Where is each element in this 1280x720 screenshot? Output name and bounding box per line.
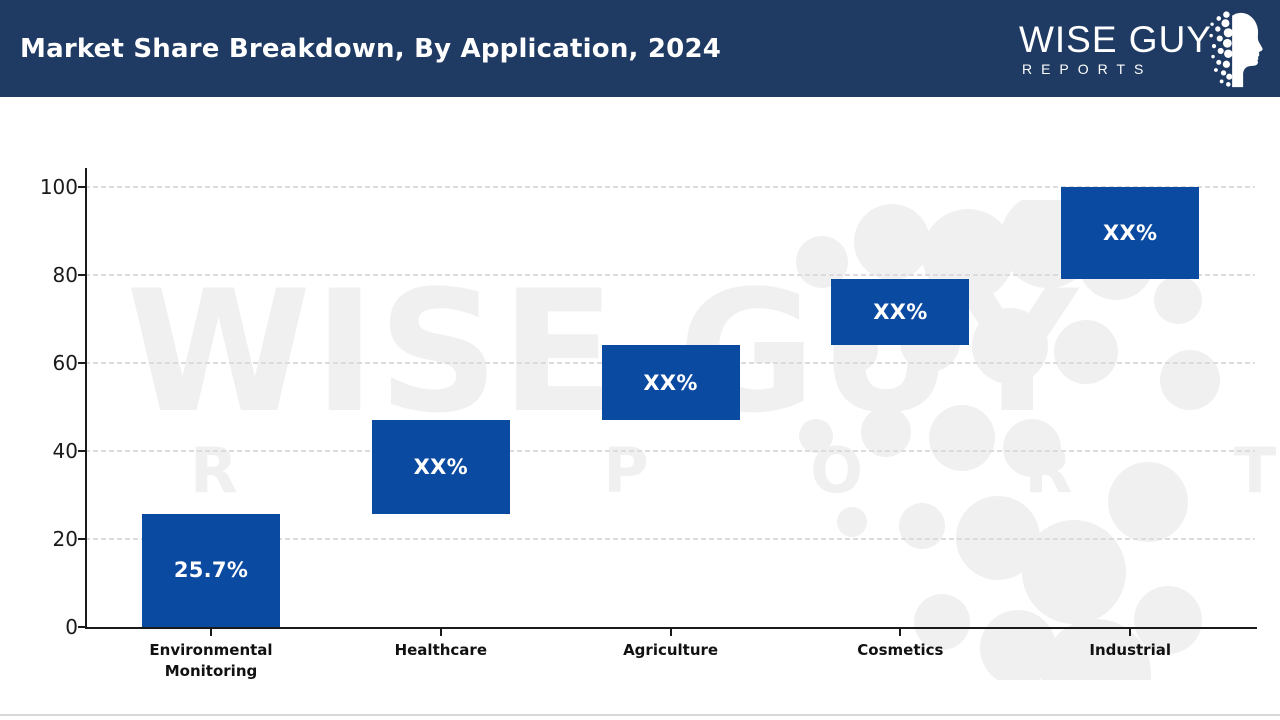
gridline — [85, 537, 1255, 540]
brand-logo-text: WISE GUY REPORTS — [1019, 21, 1212, 76]
y-axis-tick-label: 80 — [52, 262, 78, 287]
y-axis-tick — [78, 449, 85, 452]
logo-reports-text: REPORTS — [1021, 61, 1153, 77]
y-axis-tick — [78, 185, 85, 188]
y-axis-tick — [78, 361, 85, 364]
bar-value-label: XX% — [643, 370, 698, 395]
x-axis-category-label: Healthcare — [394, 641, 488, 659]
x-axis-category-label: Environmental Monitoring — [149, 641, 273, 680]
bar-value-label: 25.7% — [173, 558, 249, 583]
y-axis-tick-label: 100 — [39, 174, 78, 199]
gridline — [85, 449, 1255, 452]
x-axis-category-label: Industrial — [1089, 641, 1171, 659]
header-bar: Market Share Breakdown, By Application, … — [0, 0, 1280, 97]
x-axis-line — [85, 627, 1257, 629]
bar-value-label: XX% — [1103, 220, 1158, 245]
y-axis-tick-label: 60 — [52, 350, 78, 375]
bar-segment: XX% — [371, 419, 510, 514]
y-axis-tick-label: 0 — [65, 615, 78, 639]
bottom-border — [0, 714, 1280, 716]
y-axis-tick — [78, 273, 85, 276]
bar-segment: XX% — [831, 279, 970, 346]
bar-segment: 25.7% — [142, 513, 280, 627]
gridline — [85, 185, 1255, 188]
x-axis-tick — [669, 629, 672, 636]
x-axis-tick — [210, 629, 212, 636]
logo-wiseguy-text: WISE GUY — [1018, 19, 1212, 60]
bar-value-label: XX% — [873, 300, 928, 325]
y-axis-tick-label: 40 — [52, 438, 78, 463]
wiseguy-face-logo-icon — [1209, 10, 1263, 87]
gridline — [85, 273, 1255, 276]
x-axis-category-label: Agriculture — [623, 641, 719, 659]
x-axis-tick — [899, 629, 902, 636]
x-axis-tick — [439, 629, 442, 636]
brand-logo: WISE GUY REPORTS — [1019, 7, 1266, 91]
y-axis-tick-label: 20 — [52, 526, 78, 551]
y-axis-line — [85, 168, 87, 629]
bar-segment: XX% — [1061, 186, 1200, 279]
x-axis-tick — [1129, 629, 1132, 636]
bar-value-label: XX% — [413, 454, 468, 479]
x-axis-category-label: Cosmetics — [857, 641, 944, 659]
bar-segment: XX% — [601, 345, 740, 420]
chart-title: Market Share Breakdown, By Application, … — [20, 33, 722, 64]
y-axis-tick — [78, 626, 85, 628]
y-axis-tick — [78, 537, 85, 540]
